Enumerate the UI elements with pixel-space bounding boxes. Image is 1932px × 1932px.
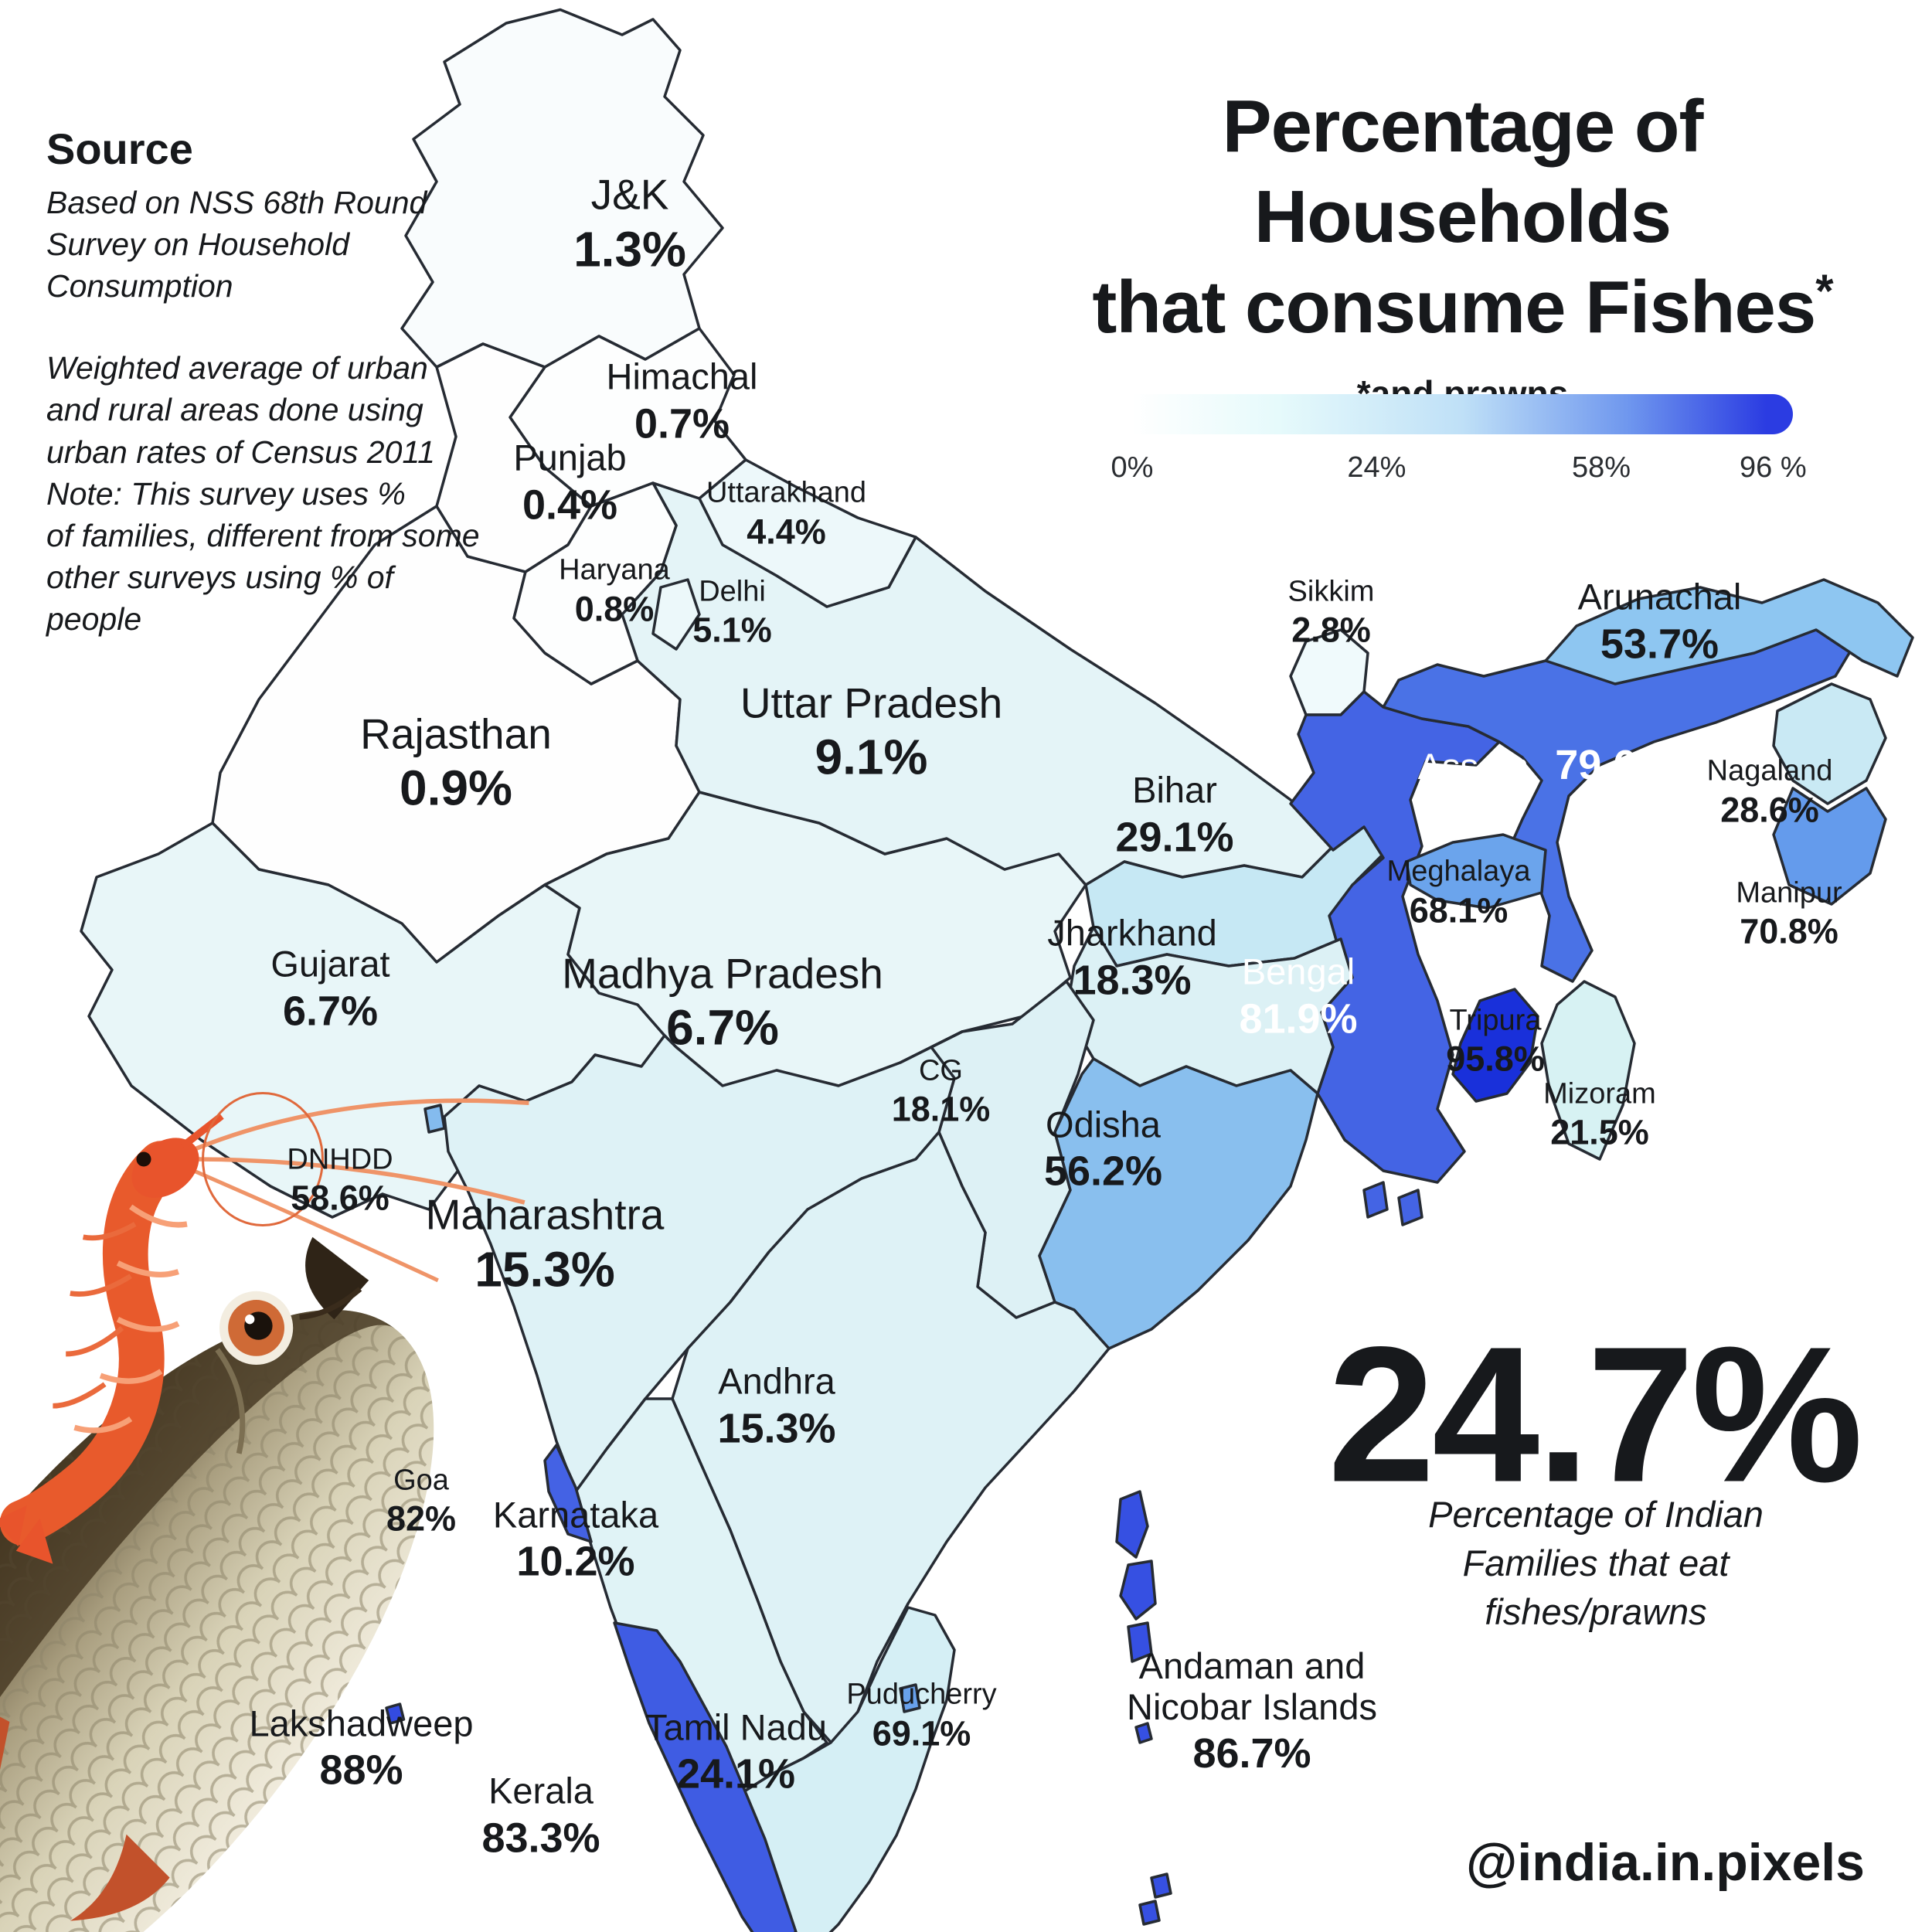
source-basis: Based on NSS 68th Round Survey on Househ… <box>46 185 427 304</box>
state-shape-andaman-6 <box>1138 1900 1161 1926</box>
prawn-tail-fan <box>0 1505 53 1564</box>
source-block: Source Based on NSS 68th Round Survey on… <box>46 124 491 640</box>
state-shape-tripura <box>1451 988 1539 1103</box>
state-label-rajasthan: Rajasthan 0.9% <box>360 709 552 816</box>
state-label-cg: CG 18.1% <box>891 1054 991 1129</box>
state-shape-andaman-3 <box>1127 1621 1153 1663</box>
state-label-manipur: Manipur 70.8% <box>1736 876 1842 951</box>
state-label-gujarat: Gujarat 6.7% <box>270 943 390 1035</box>
state-label-punjab: Punjab 0.4% <box>513 437 627 529</box>
state-label-karnataka: Karnataka 10.2% <box>492 1493 659 1585</box>
state-label-mizoram: Mizoram 21.5% <box>1543 1077 1656 1152</box>
title-asterisk: * <box>1815 265 1833 318</box>
state-label-tripura: Tripura 95.8% <box>1446 1004 1545 1079</box>
state-shape-tamilnadu <box>709 1606 956 1932</box>
legend-tick-58: 58% <box>1572 451 1631 484</box>
state-shape-manipur <box>1772 787 1887 906</box>
state-label-jharkhand: Jharkhand 18.3% <box>1047 912 1217 1004</box>
state-label-haryana: Haryana 0.8% <box>559 553 670 629</box>
source-heading: Source <box>46 124 193 173</box>
title-block: Percentage of Households that consume Fi… <box>1028 81 1897 414</box>
legend-tick-96: 96 % <box>1740 451 1807 484</box>
state-shape-goa <box>543 1444 593 1543</box>
state-shape-meghalaya <box>1405 833 1547 910</box>
color-scale-legend: 0% 24% 58% 96 % <box>1111 394 1807 498</box>
state-shape-andaman-1 <box>1115 1490 1149 1559</box>
state-shape-puducherry <box>899 1683 921 1713</box>
national-summary-value: 24.7% <box>1328 1306 1863 1522</box>
fish-gill-line <box>215 1348 246 1454</box>
state-shape-nagaland <box>1772 682 1887 805</box>
state-shape-andaman-2 <box>1119 1560 1157 1621</box>
state-shape-andaman-4 <box>1134 1722 1153 1744</box>
state-shape-arunachal <box>1544 578 1914 685</box>
fish-snout <box>305 1236 369 1320</box>
state-label-andhra: Andhra 15.3% <box>717 1360 836 1452</box>
prawn-eye <box>136 1151 151 1167</box>
state-label-mp: Madhya Pradesh 6.7% <box>562 948 883 1056</box>
state-label-nagaland: Nagaland 28.6% <box>1706 754 1833 830</box>
fish-pelvic-fin <box>70 1834 170 1921</box>
prawn-photo <box>0 1098 529 1564</box>
state-label-tamilnadu: Tamil Nadu 24.1% <box>645 1706 828 1798</box>
state-label-delhi: Delhi 5.1% <box>692 575 772 650</box>
page-title-line1: Percentage of Households <box>1222 85 1704 259</box>
state-shape-andaman-5 <box>1150 1872 1172 1899</box>
state-label-andaman: Andaman and Nicobar Islands 86.7% <box>1127 1645 1377 1777</box>
state-shape-bengal-delta-1 <box>1362 1181 1389 1219</box>
state-label-arunachal: Arunachal 53.7% <box>1577 576 1742 668</box>
fish-mouth <box>299 1287 362 1320</box>
state-label-goa: Goa 82% <box>386 1464 457 1539</box>
state-label-assam: Assam 79.6% <box>1417 741 1674 788</box>
state-label-odisha: Odisha 56.2% <box>1043 1103 1163 1195</box>
dnhdd-annotation-circle <box>202 1092 324 1226</box>
state-shape-bengal-delta-2 <box>1397 1189 1423 1226</box>
state-label-sikkim: Sikkim 2.8% <box>1287 575 1375 650</box>
state-shape-delhi <box>651 578 701 651</box>
state-label-bengal: Bengal 81.9% <box>1239 951 1358 1043</box>
state-label-himachal: Himachal 0.7% <box>606 355 758 447</box>
state-shape-odisha <box>1038 1057 1319 1350</box>
legend-tick-0: 0% <box>1111 451 1154 484</box>
state-label-uttarakhand: Uttarakhand 4.4% <box>706 476 867 552</box>
state-label-meghalaya: Meghalaya 68.1% <box>1386 855 1531 930</box>
page-title-line2: that consume Fishes* <box>1092 265 1833 349</box>
state-label-kerala: Kerala 83.3% <box>481 1770 600 1862</box>
state-label-dnhdd: DNHDD 58.6% <box>287 1143 393 1218</box>
legend-ticks: 0% 24% 58% 96 % <box>1111 451 1807 498</box>
state-shape-dnhdd <box>423 1104 446 1134</box>
attribution-handle: @india.in.pixels <box>1466 1833 1865 1892</box>
state-shape-jharkhand <box>1065 926 1354 1095</box>
source-note: Weighted average of urban and rural area… <box>46 350 480 637</box>
state-label-lakshadweep: Lakshadweep 88% <box>249 1702 474 1794</box>
state-shape-mizoram <box>1540 980 1636 1161</box>
state-shape-lakshadweep-2 <box>385 1702 406 1725</box>
state-label-up: Uttar Pradesh 9.1% <box>740 678 1003 785</box>
state-shape-haryana <box>512 481 678 685</box>
legend-gradient-bar <box>1132 394 1793 434</box>
fish-photo <box>0 1236 434 1932</box>
state-label-jk: J&K 1.3% <box>573 170 686 277</box>
state-shape-uttarakhand <box>698 458 917 608</box>
decor-photos <box>0 1098 529 1932</box>
state-shape-kerala <box>613 1621 798 1932</box>
state-label-bihar: Bihar 29.1% <box>1115 769 1234 861</box>
national-summary-caption: Percentage of Indian Families that eat f… <box>1428 1493 1764 1633</box>
legend-tick-24: 24% <box>1347 451 1406 484</box>
fish-tail-fin <box>0 1716 10 1770</box>
state-label-puducherry: Puducherry 69.1% <box>846 1678 997 1753</box>
state-label-maharashtra: Maharashtra 15.3% <box>425 1190 665 1297</box>
